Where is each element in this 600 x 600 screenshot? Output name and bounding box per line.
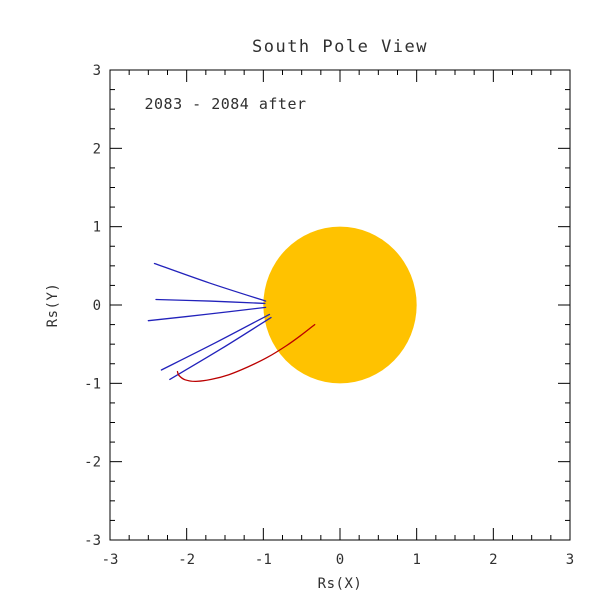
- y-tick-label: 3: [93, 63, 101, 79]
- annotation-label: 2083 - 2084 after: [145, 95, 307, 113]
- trajectory-blue-1: [153, 262, 267, 302]
- x-tick-label: 3: [566, 552, 574, 568]
- chart-title: South Pole View: [252, 37, 428, 57]
- y-tick-label: 1: [93, 220, 101, 236]
- y-tick-label: -2: [84, 455, 101, 471]
- x-tick-label: 1: [412, 552, 420, 568]
- trajectory-blue-2: [155, 298, 266, 305]
- sun-disk: [263, 226, 417, 384]
- y-axis-label: Rs(Y): [45, 283, 61, 328]
- x-tick-label: 0: [336, 552, 344, 568]
- y-tick-label: -3: [84, 533, 101, 549]
- y-tick-label: -1: [84, 376, 101, 392]
- x-tick-label: -1: [255, 552, 272, 568]
- x-tick-label: -3: [102, 552, 119, 568]
- trajectory-blue-5: [169, 316, 272, 381]
- trajectory-blue-4: [160, 313, 271, 371]
- axis-ticks: [109, 69, 571, 541]
- trajectory-lines: [147, 262, 316, 383]
- y-tick-label: 0: [93, 298, 101, 314]
- trajectory-blue-3: [147, 306, 267, 322]
- trajectory-red: [176, 323, 316, 383]
- x-tick-label: 2: [489, 552, 497, 568]
- x-axis-label: Rs(X): [318, 576, 363, 592]
- x-tick-label: -2: [178, 552, 195, 568]
- axis-tick-labels: -3 -2 -1 0 1 2 3 -3 -2 -1 0 1 2 3: [84, 63, 574, 568]
- y-tick-label: 2: [93, 141, 101, 157]
